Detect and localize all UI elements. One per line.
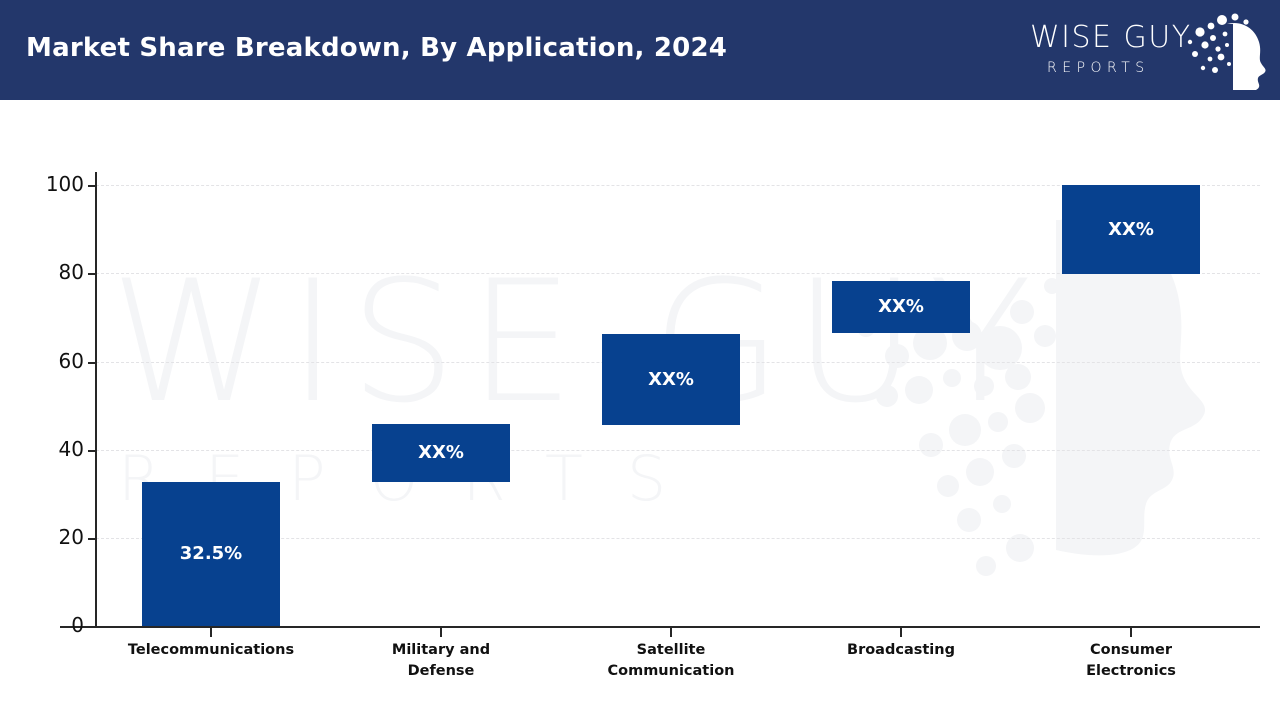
x-tick-consumer-electronics (1130, 628, 1132, 637)
x-axis-label-line: Defense (407, 662, 475, 679)
gridline-100 (96, 185, 1260, 186)
bar-satellite-communication[interactable]: XX% (602, 334, 740, 425)
logo-line-2: REPORTS (1047, 60, 1150, 76)
bar-military-and-defense[interactable]: XX% (372, 424, 510, 482)
y-tick-80 (88, 273, 96, 275)
y-axis-line (95, 172, 97, 628)
y-tick-label-20: 20 (58, 525, 84, 549)
y-tick-label-0: 0 (71, 613, 84, 637)
gridline-40 (96, 450, 1260, 451)
bar-consumer-electronics[interactable]: XX% (1062, 185, 1200, 274)
x-axis-label-line: Satellite (636, 642, 706, 658)
page-title: Market Share Breakdown, By Application, … (26, 33, 728, 63)
x-tick-military-and-defense (440, 628, 442, 637)
y-tick-0 (88, 626, 96, 628)
bar-label-military-and-defense: XX% (418, 442, 464, 463)
y-tick-40 (88, 450, 96, 452)
bar-label-broadcasting: XX% (878, 296, 924, 317)
bar-telecommunications[interactable]: 32.5% (142, 482, 280, 626)
x-tick-satellite-communication (670, 628, 672, 637)
chart-plot-area: WISE GUY REPORTS (0, 100, 1280, 720)
bar-label-consumer-electronics: XX% (1108, 219, 1154, 240)
x-tick-telecommunications (210, 628, 212, 637)
y-tick-label-100: 100 (45, 172, 84, 196)
x-axis-label-broadcasting: Broadcasting (796, 640, 1006, 661)
x-axis-label-consumer-electronics: Consumer Electronics (1026, 640, 1236, 681)
x-tick-broadcasting (900, 628, 902, 637)
chart-header-bar: Market Share Breakdown, By Application, … (0, 0, 1280, 100)
wise-guy-reports-logo: WISE GUY REPORTS (1030, 13, 1266, 90)
bar-label-satellite-communication: XX% (648, 369, 694, 390)
plot: 100 80 60 40 20 0 32.5% XX% XX% (0, 100, 1280, 720)
logo-line-1: WISE GUY (1030, 20, 1192, 55)
bar-broadcasting[interactable]: XX% (832, 281, 970, 333)
y-tick-label-60: 60 (58, 349, 84, 373)
x-axis-label-satellite-communication: Satellite Communication (566, 640, 776, 681)
x-axis-label-line: Telecommunications (127, 642, 295, 658)
logo-head-icon (1187, 13, 1266, 90)
y-tick-100 (88, 185, 96, 187)
gridline-20 (96, 538, 1260, 539)
x-axis-label-military-and-defense: Military and Defense (336, 640, 546, 681)
gridline-80 (96, 273, 1260, 274)
y-tick-label-40: 40 (58, 437, 84, 461)
x-axis-label-line: Broadcasting (847, 642, 955, 658)
x-axis-line (60, 626, 1260, 628)
x-axis-label-line: Communication (607, 662, 735, 679)
bar-label-telecommunications: 32.5% (179, 543, 243, 564)
x-axis-label-line: Electronics (1086, 662, 1176, 679)
y-tick-label-80: 80 (58, 260, 84, 284)
x-axis-label-telecommunications: Telecommunications (106, 640, 316, 661)
y-tick-60 (88, 362, 96, 364)
x-axis-label-line: Consumer (1090, 642, 1172, 658)
x-axis-label-line: Military and (391, 642, 491, 658)
y-tick-20 (88, 538, 96, 540)
